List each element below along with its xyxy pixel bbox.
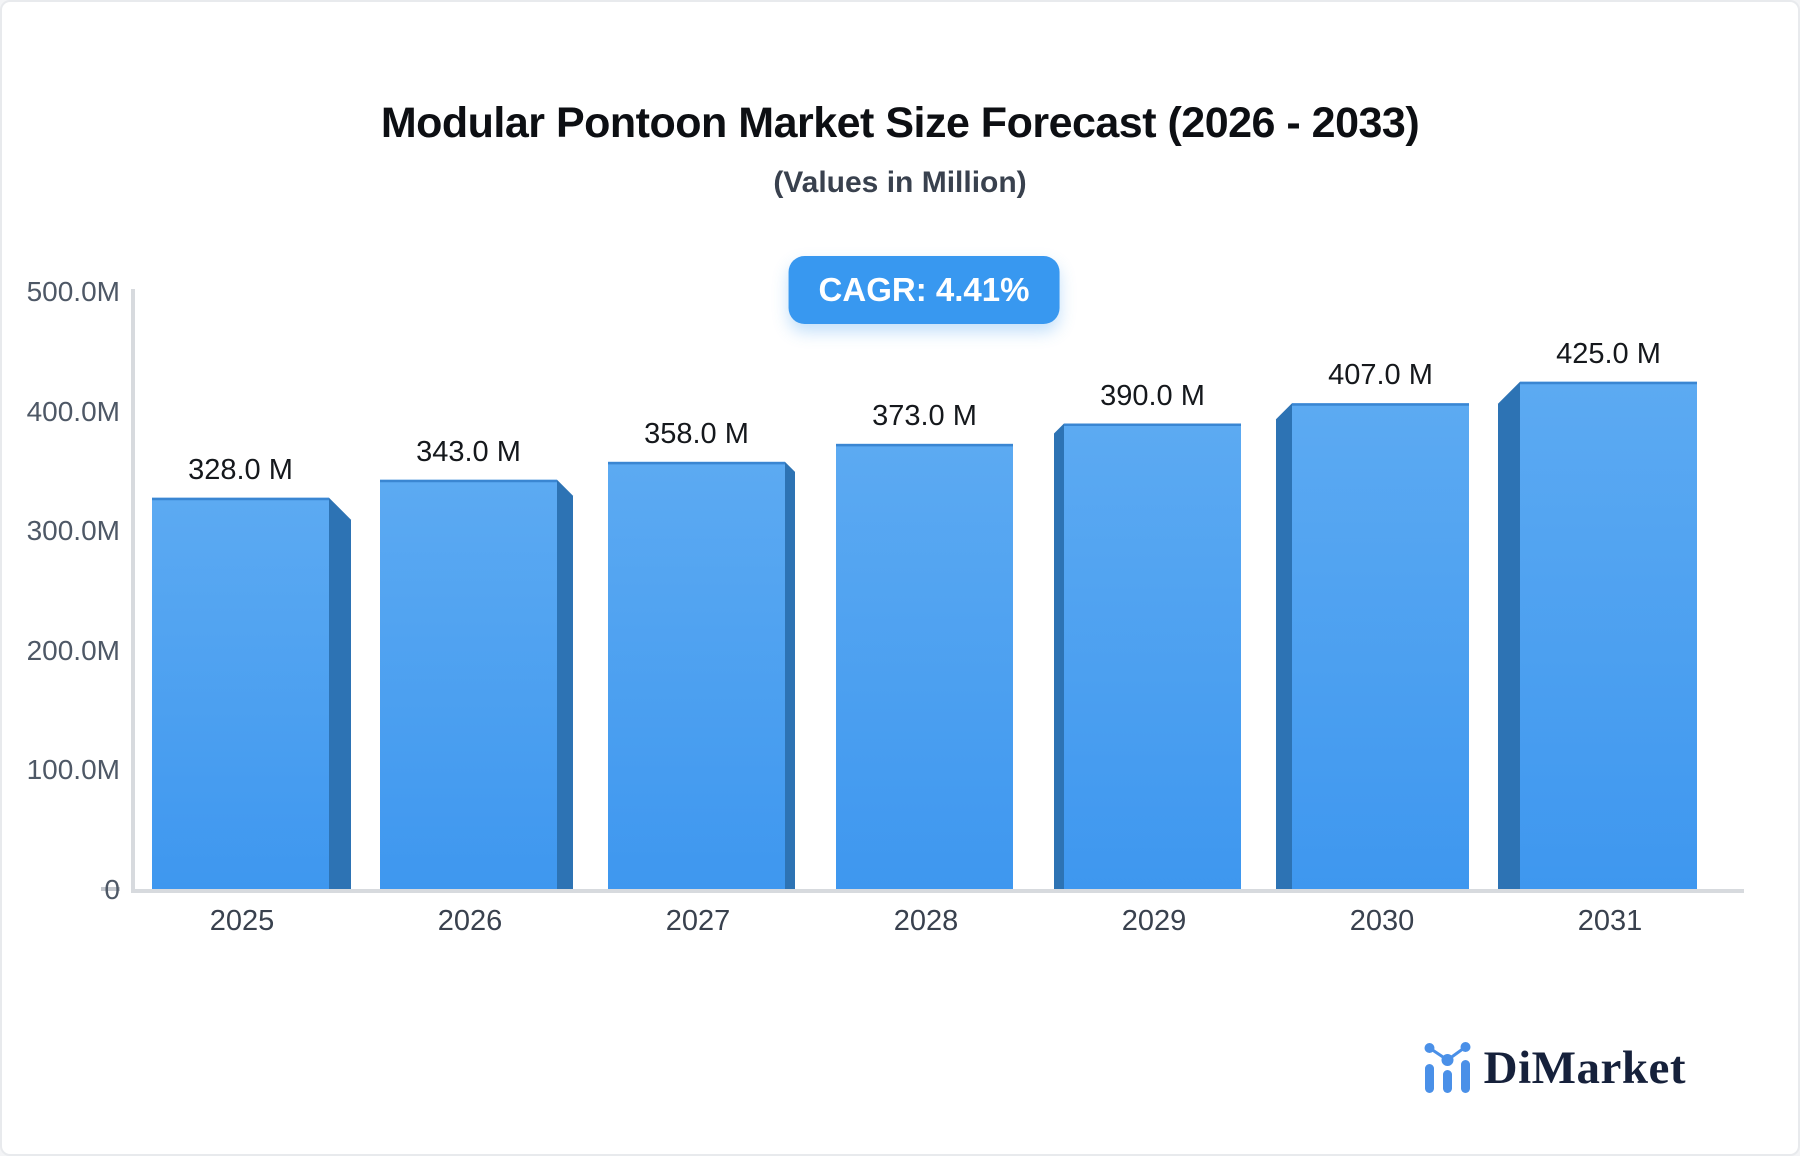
bar-side-face xyxy=(1498,381,1520,890)
bar-front-face xyxy=(1292,403,1469,890)
bar-value-label: 407.0 M xyxy=(1328,359,1433,392)
bar-2030[interactable] xyxy=(1276,403,1469,890)
bar-value-label: 328.0 M xyxy=(188,453,293,486)
chart-title: Modular Pontoon Market Size Forecast (20… xyxy=(380,99,1420,147)
bar-2031[interactable] xyxy=(1498,381,1697,890)
cagr-badge: CAGR: 4.41% xyxy=(788,256,1060,324)
x-axis-label: 2025 xyxy=(209,905,275,937)
brand-logo: DiMarket xyxy=(1422,1040,1686,1096)
bar-front-face xyxy=(380,479,557,890)
bar-side-face xyxy=(329,497,351,890)
y-axis-label: 200.0M xyxy=(26,634,120,666)
x-axis-label: 2030 xyxy=(1349,905,1415,937)
x-axis-label: 2031 xyxy=(1577,905,1643,937)
y-axis-label: 500.0M xyxy=(26,276,120,307)
bar-2029[interactable] xyxy=(1054,423,1241,890)
bar-side-face xyxy=(1276,403,1292,890)
bar-2028[interactable] xyxy=(836,443,1013,890)
brand-name: DiMarket xyxy=(1483,1042,1686,1094)
bar-2025[interactable] xyxy=(152,497,351,890)
x-axis-label: 2026 xyxy=(437,905,503,937)
bar-value-label: 425.0 M xyxy=(1556,337,1661,370)
x-axis-line xyxy=(131,889,1744,893)
bar-line-chart-icon xyxy=(1424,1042,1471,1093)
bar-2026[interactable] xyxy=(380,479,573,890)
bar-front-face xyxy=(836,443,1013,890)
bar-front-face xyxy=(1064,423,1241,890)
bar-value-label: 358.0 M xyxy=(644,417,749,450)
y-axis-label: 0 xyxy=(104,874,120,905)
zero-tick xyxy=(101,887,120,891)
bar-2027[interactable] xyxy=(608,461,795,890)
y-axis-label: 400.0M xyxy=(26,395,120,427)
bar-value-label: 343.0 M xyxy=(416,435,521,468)
bar-value-label: 373.0 M xyxy=(872,399,977,432)
chart-subtitle: (Values in Million) xyxy=(773,166,1027,199)
y-axis-line xyxy=(131,289,135,893)
bar-front-face xyxy=(152,497,329,890)
bar-front-face xyxy=(608,461,785,890)
y-axis-label: 100.0M xyxy=(26,754,120,786)
bar-side-face xyxy=(1054,423,1064,890)
bar-side-face xyxy=(557,479,573,890)
x-axis-label: 2028 xyxy=(893,905,959,937)
y-axis-label: 300.0M xyxy=(26,515,120,547)
x-axis-label: 2029 xyxy=(1121,905,1187,937)
bar-value-label: 390.0 M xyxy=(1100,379,1205,412)
bar-front-face xyxy=(1520,381,1697,890)
x-axis-label: 2027 xyxy=(665,905,731,937)
bar-side-face xyxy=(785,461,795,890)
